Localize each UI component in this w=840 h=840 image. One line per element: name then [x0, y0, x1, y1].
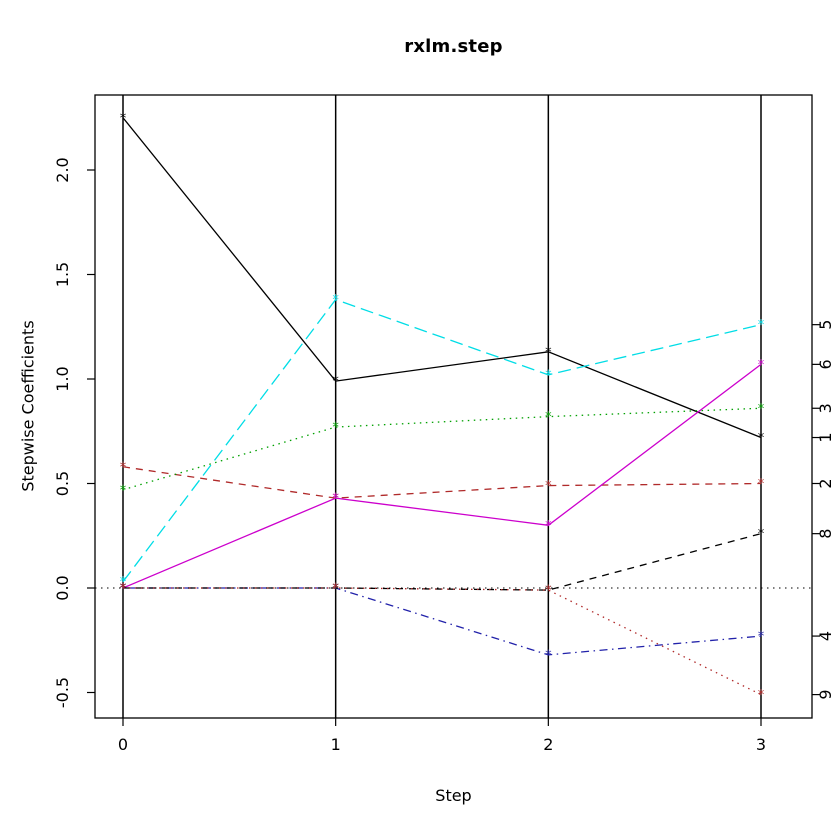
- series-line-4: [123, 587, 762, 656]
- right-axis-label: 1: [816, 432, 835, 442]
- point-marker-2: *: [545, 479, 552, 494]
- point-marker-8: *: [332, 582, 339, 597]
- point-marker-3: *: [758, 402, 765, 417]
- series-line-5: [122, 298, 762, 583]
- point-marker-9: *: [120, 582, 127, 597]
- point-marker-2: *: [332, 492, 339, 507]
- point-marker-6: *: [545, 519, 552, 534]
- right-axis-label: 5: [816, 320, 835, 330]
- point-marker-3: *: [545, 410, 552, 425]
- plot-box: [94, 94, 813, 719]
- point-marker-2: *: [758, 477, 765, 492]
- point-marker-9: *: [545, 584, 552, 599]
- point-marker-8: *: [545, 584, 552, 599]
- right-axis-label: 6: [816, 359, 835, 369]
- chart-title: rxlm.step: [404, 36, 503, 57]
- point-marker-1: *: [758, 431, 765, 446]
- y-tick-label: 2.0: [53, 157, 72, 182]
- y-tick-label: 1.5: [53, 262, 72, 287]
- point-marker-5: *: [545, 368, 552, 383]
- point-marker-1: *: [332, 375, 339, 390]
- right-axis-label: 3: [816, 403, 835, 413]
- point-marker-2: *: [120, 460, 127, 475]
- y-tick-label: -0.5: [53, 677, 72, 708]
- point-marker-4: *: [758, 630, 765, 645]
- point-marker-6: *: [120, 582, 127, 597]
- series-line-3: [122, 407, 762, 491]
- y-tick-label: 1.0: [53, 366, 72, 391]
- series-line-2: [122, 466, 762, 499]
- series-line-8: [123, 533, 762, 591]
- y-axis-title: Stepwise Coefficients: [18, 320, 38, 492]
- point-marker-6: *: [758, 358, 765, 373]
- x-axis-title: Step: [435, 786, 472, 805]
- series-line-1: [122, 117, 762, 439]
- y-tick-label: 0.5: [53, 471, 72, 496]
- point-marker-5: *: [120, 575, 127, 590]
- point-marker-1: *: [545, 345, 552, 360]
- right-axis-label: 2: [816, 478, 835, 488]
- point-marker-4: *: [120, 582, 127, 597]
- point-marker-1: *: [120, 111, 127, 126]
- point-marker-4: *: [332, 582, 339, 597]
- point-marker-6: *: [332, 492, 339, 507]
- right-axis-label: 9: [816, 689, 835, 699]
- point-marker-9: *: [758, 688, 765, 703]
- series-line-9: [123, 587, 762, 696]
- x-tick-label: 2: [543, 735, 553, 754]
- right-axis-label: 4: [816, 631, 835, 641]
- point-marker-3: *: [120, 483, 127, 498]
- x-tick-label: 3: [756, 735, 766, 754]
- point-marker-8: *: [758, 527, 765, 542]
- point-marker-9: *: [332, 582, 339, 597]
- x-tick-label: 1: [331, 735, 341, 754]
- y-tick-label: 0.0: [53, 575, 72, 600]
- right-axis-label: 8: [816, 529, 835, 539]
- point-marker-8: *: [120, 582, 127, 597]
- point-marker-4: *: [545, 648, 552, 663]
- x-tick-label: 0: [118, 735, 128, 754]
- point-marker-3: *: [332, 421, 339, 436]
- point-marker-5: *: [758, 318, 765, 333]
- point-marker-5: *: [332, 293, 339, 308]
- series-line-6: [122, 363, 762, 589]
